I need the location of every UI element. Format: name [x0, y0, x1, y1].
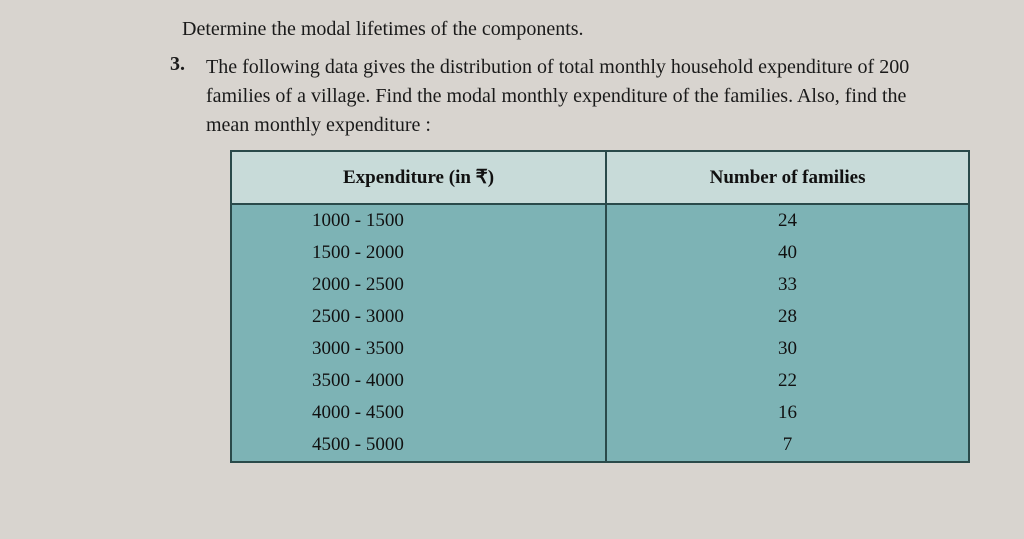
col-header-families: Number of families	[606, 151, 969, 204]
page-content: Determine the modal lifetimes of the com…	[0, 0, 1024, 539]
table-row: 3000 - 3500 30	[231, 333, 969, 365]
col-header-expenditure: Expenditure (in ₹)	[231, 151, 606, 204]
cell-count: 24	[606, 204, 969, 237]
cell-range: 2500 - 3000	[231, 301, 606, 333]
cell-range: 3500 - 4000	[231, 365, 606, 397]
cell-range: 1000 - 1500	[231, 204, 606, 237]
cell-range: 2000 - 2500	[231, 269, 606, 301]
intro-sentence: Determine the modal lifetimes of the com…	[182, 18, 984, 41]
cell-count: 7	[606, 429, 969, 462]
table-header-row: Expenditure (in ₹) Number of families	[231, 151, 969, 204]
cell-count: 40	[606, 237, 969, 269]
question-line-2: families of a village. Find the modal mo…	[206, 85, 906, 107]
cell-range: 4000 - 4500	[231, 397, 606, 429]
cell-range: 4500 - 5000	[231, 429, 606, 462]
question-text: The following data gives the distributio…	[206, 53, 909, 140]
table-row: 4000 - 4500 16	[231, 397, 969, 429]
cell-range: 3000 - 3500	[231, 333, 606, 365]
question-line-3: mean monthly expenditure :	[206, 114, 431, 136]
cell-range: 1500 - 2000	[231, 237, 606, 269]
question-number: 3.	[170, 53, 196, 76]
table-row: 1000 - 1500 24	[231, 204, 969, 237]
table-row: 1500 - 2000 40	[231, 237, 969, 269]
question-line-1: The following data gives the distributio…	[206, 56, 909, 78]
data-table-container: Expenditure (in ₹) Number of families 10…	[230, 150, 970, 463]
expenditure-table: Expenditure (in ₹) Number of families 10…	[230, 150, 970, 463]
cell-count: 22	[606, 365, 969, 397]
question-block: 3. The following data gives the distribu…	[170, 53, 984, 140]
cell-count: 28	[606, 301, 969, 333]
table-row: 3500 - 4000 22	[231, 365, 969, 397]
cell-count: 33	[606, 269, 969, 301]
cell-count: 16	[606, 397, 969, 429]
table-row: 4500 - 5000 7	[231, 429, 969, 462]
table-row: 2500 - 3000 28	[231, 301, 969, 333]
table-row: 2000 - 2500 33	[231, 269, 969, 301]
cell-count: 30	[606, 333, 969, 365]
